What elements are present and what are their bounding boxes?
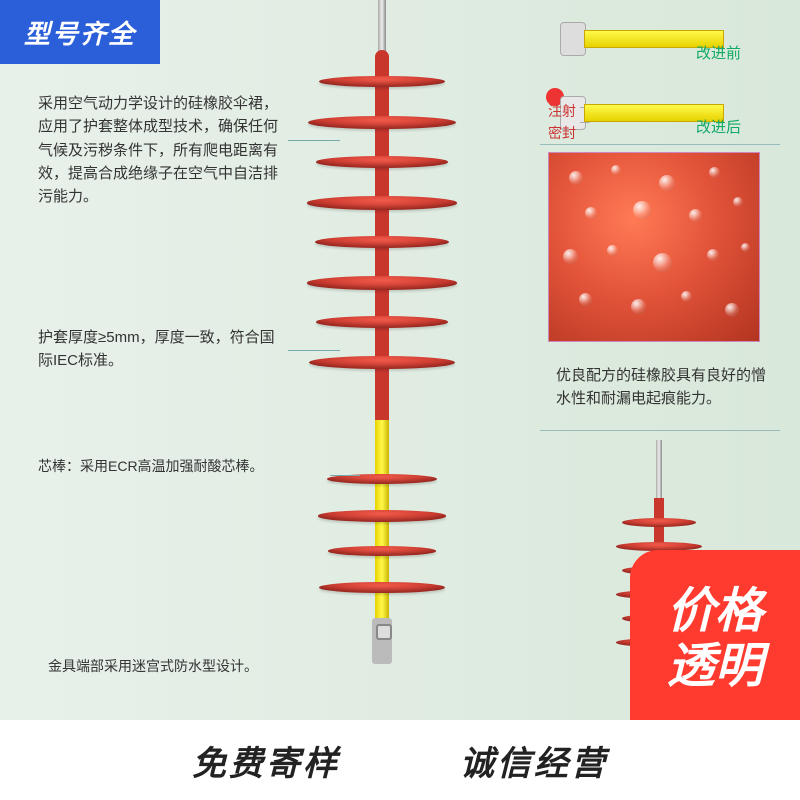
strip-left: 免费寄样 bbox=[192, 736, 340, 785]
water-drop bbox=[733, 197, 743, 207]
hydrophobic-surface-photo bbox=[548, 152, 760, 342]
mini-cap bbox=[560, 22, 586, 56]
water-drop bbox=[653, 253, 672, 272]
shed bbox=[309, 356, 455, 369]
divider bbox=[540, 430, 780, 431]
water-drop bbox=[741, 243, 750, 252]
water-drop bbox=[707, 249, 719, 261]
mini-rod bbox=[656, 440, 662, 500]
callout-hydrophobic: 优良配方的硅橡胶具有良好的憎水性和耐漏电起痕能力。 bbox=[548, 358, 778, 417]
water-drop bbox=[611, 165, 621, 175]
shed bbox=[315, 236, 449, 248]
rod-end-fitting bbox=[372, 618, 392, 664]
badge-price: 价格 透明 bbox=[630, 550, 800, 720]
divider bbox=[540, 144, 780, 145]
mini-shed bbox=[622, 518, 696, 527]
shed bbox=[328, 546, 436, 556]
callout-sheath: 护套厚度≥5mm，厚度一致，符合国际IEC标准。 bbox=[30, 320, 290, 379]
label-seal: 注射 密封 bbox=[540, 95, 584, 150]
water-drop bbox=[633, 201, 651, 219]
bottom-strip: 免费寄样 诚信经营 bbox=[0, 720, 800, 800]
water-drop bbox=[569, 171, 583, 185]
water-drop bbox=[709, 167, 720, 178]
leader-line bbox=[288, 350, 340, 351]
badge-price-line2: 透明 bbox=[667, 639, 763, 694]
water-drop bbox=[725, 303, 739, 317]
water-drop bbox=[631, 299, 646, 314]
callout-core-rod: 芯棒：采用ECR高温加强耐酸芯棒。 bbox=[30, 450, 330, 484]
water-drop bbox=[689, 209, 702, 222]
water-drop bbox=[659, 175, 675, 191]
badge-models: 型号齐全 bbox=[0, 0, 160, 64]
shed bbox=[307, 196, 457, 210]
water-drop bbox=[585, 207, 597, 219]
label-before: 改进前 bbox=[688, 36, 749, 71]
badge-price-line1: 价格 bbox=[667, 584, 763, 639]
page-root: 改进前 改进后 注射 密封 优良配方的硅橡胶具有良好的憎水性和耐漏电起痕能力。 … bbox=[0, 0, 800, 800]
leader-line bbox=[288, 140, 340, 141]
label-after: 改进后 bbox=[688, 110, 749, 145]
callout-end-fitting: 金具端部采用迷宫式防水型设计。 bbox=[40, 650, 340, 684]
water-drop bbox=[579, 293, 592, 306]
shed bbox=[307, 276, 457, 290]
water-drop bbox=[607, 245, 618, 256]
composite-insulator-diagram bbox=[352, 0, 412, 730]
water-drop bbox=[563, 249, 578, 264]
shed bbox=[316, 316, 448, 328]
leader-line bbox=[330, 475, 360, 476]
water-drop bbox=[681, 291, 692, 302]
rod-sheath bbox=[375, 50, 389, 450]
callout-aero-sheds: 采用空气动力学设计的硅橡胶伞裙，应用了护套整体成型技术，确保任何气候及污秽条件下… bbox=[30, 86, 290, 214]
shed bbox=[316, 156, 448, 168]
shed bbox=[318, 510, 446, 522]
strip-right: 诚信经营 bbox=[460, 736, 608, 785]
